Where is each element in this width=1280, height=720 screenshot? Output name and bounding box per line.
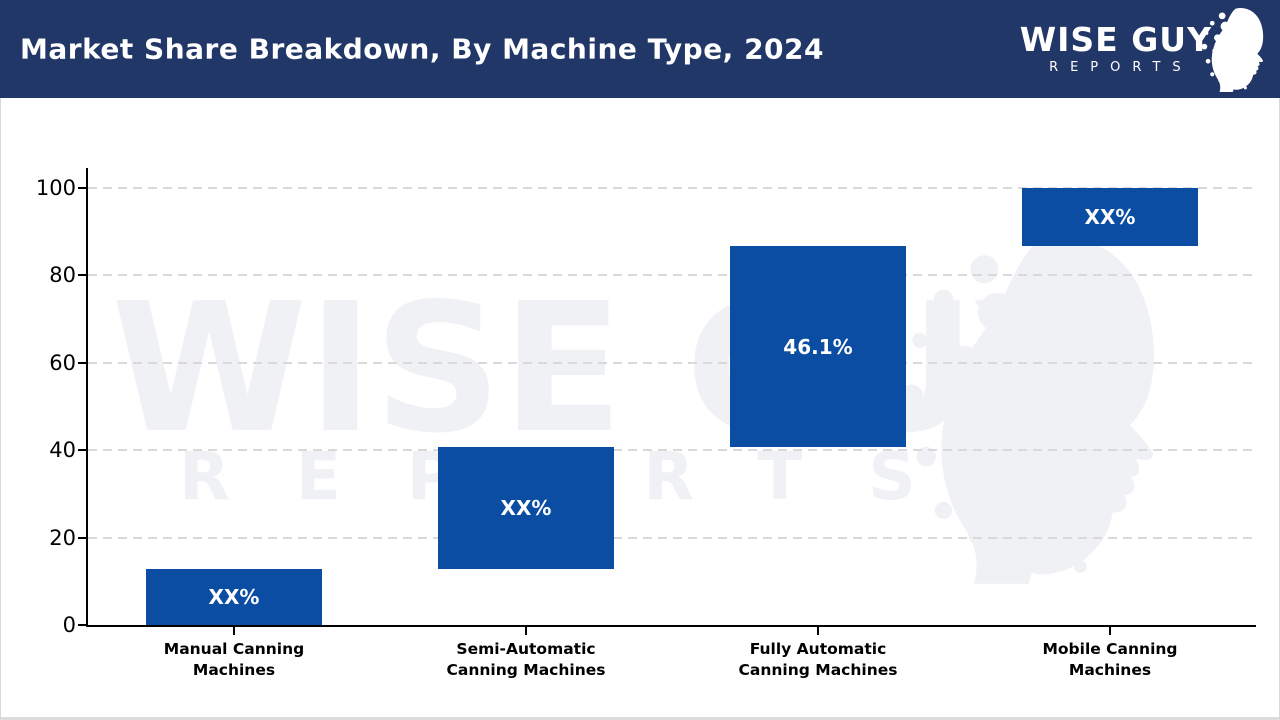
bar-mobile-canning-machines: XX% <box>1022 187 1198 246</box>
bar-value-label: XX% <box>208 585 260 610</box>
y-tick-label: 0 <box>62 613 76 637</box>
y-tick-mark <box>78 186 86 189</box>
page-title: Market Share Breakdown, By Machine Type,… <box>20 32 824 66</box>
gridline-80 <box>88 274 1254 277</box>
category-label-manual-canning-machines: Manual Canning Machines <box>104 639 364 681</box>
y-tick-mark <box>78 624 86 626</box>
gridline-40 <box>88 449 1254 452</box>
wise-guy-logo: WISE GUY REPORTS <box>1020 4 1266 94</box>
category-label-line: Fully Automatic <box>749 640 887 658</box>
x-tick-mark <box>525 627 527 635</box>
category-label-line: Canning Machines <box>738 661 898 679</box>
header: Market Share Breakdown, By Machine Type,… <box>0 0 1280 98</box>
y-tick-label: 100 <box>35 175 76 200</box>
bar-manual-canning-machines: XX% <box>146 569 322 625</box>
category-label-fully-automatic-canning-machines: Fully Automatic Canning Machines <box>688 639 948 681</box>
category-label-semi-automatic-canning-machines: Semi-Automatic Canning Machines <box>396 639 656 681</box>
x-tick-mark <box>233 627 235 635</box>
category-label-line: Machines <box>1068 661 1152 679</box>
logo-text: WISE GUY REPORTS <box>1019 19 1212 76</box>
bar-value-label: 46.1% <box>783 334 853 359</box>
bar-semi-automatic-canning-machines: XX% <box>438 447 614 570</box>
bar-value-label: XX% <box>1084 204 1136 229</box>
y-tick-label: 40 <box>49 438 76 463</box>
gridline-60 <box>88 361 1254 364</box>
bar-value-label: XX% <box>500 496 552 521</box>
x-tick-mark <box>1109 627 1111 635</box>
y-tick-label: 60 <box>49 350 76 375</box>
category-label-line: Mobile Canning <box>1042 640 1178 658</box>
y-tick-mark <box>78 449 86 452</box>
category-label-line: Machines <box>192 661 276 679</box>
y-tick-label: 20 <box>49 525 76 550</box>
bar-fully-automatic-canning-machines: 46.1% <box>730 245 906 448</box>
gridline-20 <box>88 536 1254 539</box>
watermark-title: WISE GUY <box>111 265 1105 472</box>
gridline-100 <box>88 186 1254 189</box>
category-label-line: Manual Canning <box>163 640 305 658</box>
category-label-line: Semi-Automatic <box>456 640 596 658</box>
logo-title: WISE GUY <box>1019 19 1212 59</box>
plot-area: 0 20 40 60 80 100 XX% Manual Canning Machines XX%… <box>36 168 1256 679</box>
category-label-line: Canning Machines <box>446 661 606 679</box>
logo-subtitle: REPORTS <box>1049 60 1193 76</box>
y-tick-mark <box>78 274 86 277</box>
y-tick-mark <box>78 361 86 364</box>
category-label-mobile-canning-machines: Mobile Canning Machines <box>980 639 1240 681</box>
y-tick-label: 80 <box>49 263 76 288</box>
x-tick-mark <box>817 627 819 635</box>
y-tick-mark <box>78 536 86 539</box>
